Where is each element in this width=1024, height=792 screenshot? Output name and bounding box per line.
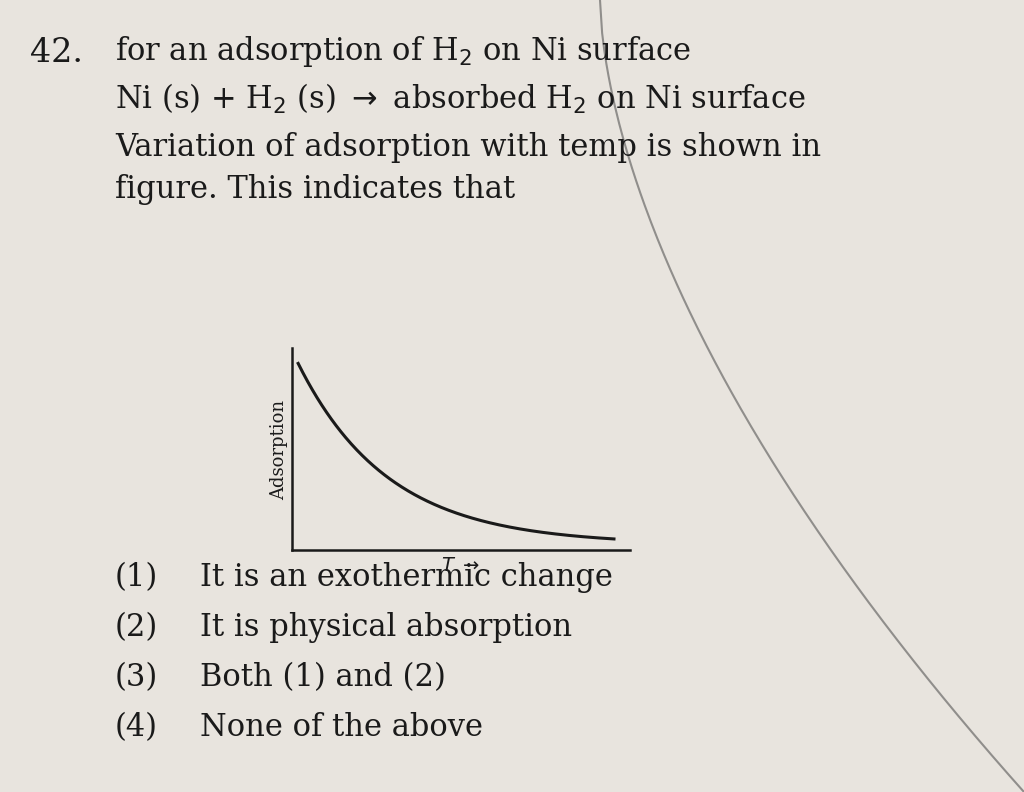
Y-axis label: Adsorption: Adsorption [269, 399, 288, 500]
X-axis label: $T$ $\rightarrow$: $T$ $\rightarrow$ [441, 558, 480, 575]
Text: It is an exothermic change: It is an exothermic change [200, 562, 613, 593]
Text: 42.: 42. [30, 37, 83, 69]
Text: for an adsorption of H$_2$ on Ni surface: for an adsorption of H$_2$ on Ni surface [115, 34, 691, 69]
Text: (2): (2) [115, 612, 159, 643]
Text: None of the above: None of the above [200, 712, 483, 743]
Text: figure. This indicates that: figure. This indicates that [115, 174, 515, 205]
Text: (3): (3) [115, 662, 159, 693]
Text: (1): (1) [115, 562, 159, 593]
Text: Variation of adsorption with temp is shown in: Variation of adsorption with temp is sho… [115, 132, 821, 163]
Text: It is physical absorption: It is physical absorption [200, 612, 572, 643]
Text: (4): (4) [115, 712, 158, 743]
Text: Both (1) and (2): Both (1) and (2) [200, 662, 445, 693]
Text: Ni (s) + H$_2$ (s) $\rightarrow$ absorbed H$_2$ on Ni surface: Ni (s) + H$_2$ (s) $\rightarrow$ absorbe… [115, 82, 806, 116]
